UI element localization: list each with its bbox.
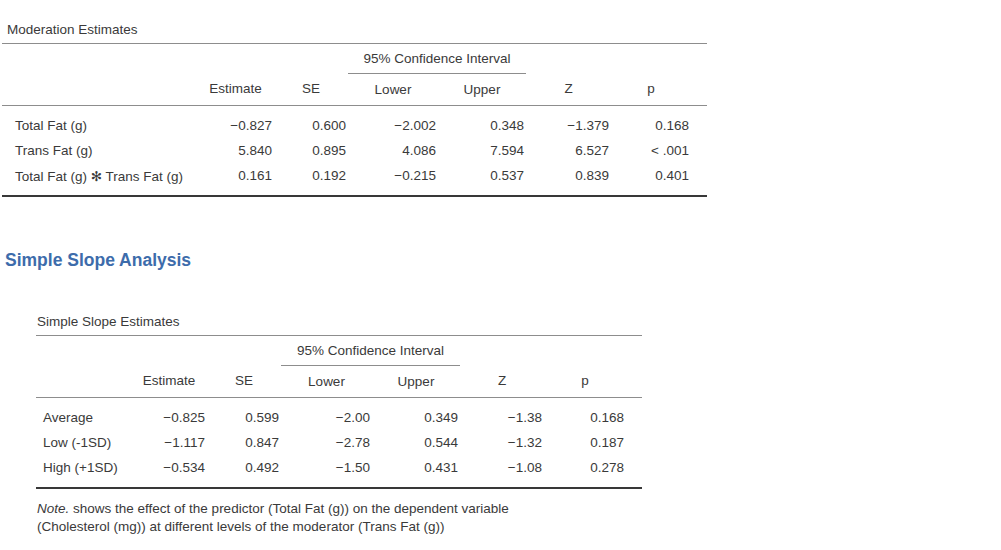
cell-estimate: 0.161 <box>197 163 274 188</box>
cell-estimate: −0.534 <box>131 455 207 480</box>
ci-span-header: 95% Confidence Interval <box>348 44 526 73</box>
cell-z: −1.379 <box>526 113 611 138</box>
cell-upper: 0.544 <box>372 430 460 455</box>
cell-z: −1.32 <box>460 430 544 455</box>
col-header-se: SE <box>207 365 281 397</box>
moderation-estimates-section: Moderation Estimates 95% Confidence Inte… <box>2 22 707 197</box>
note-line2: (Cholesterol (mg)) at different levels o… <box>37 518 626 536</box>
cell-p: 0.401 <box>611 163 691 188</box>
table-row: Low (-1SD) −1.117 0.847 −2.78 0.544 −1.3… <box>36 430 642 455</box>
cell-z: −1.08 <box>460 455 544 480</box>
cell-se: 0.895 <box>274 138 348 163</box>
cell-p: < .001 <box>611 138 691 163</box>
cell-upper: 0.537 <box>438 163 526 188</box>
table-note: Note. shows the effect of the predictor … <box>36 500 626 535</box>
row-label: Total Fat (g) <box>2 113 197 138</box>
cell-upper: 0.349 <box>372 405 460 430</box>
section-heading: Simple Slope Analysis <box>5 249 191 271</box>
cell-estimate: −0.827 <box>197 113 274 138</box>
note-line1: shows the effect of the predictor (Total… <box>69 501 509 516</box>
cell-z: 0.839 <box>526 163 611 188</box>
cell-p: 0.168 <box>544 405 626 430</box>
cell-upper: 7.594 <box>438 138 526 163</box>
cell-p: 0.187 <box>544 430 626 455</box>
table-row: Total Fat (g) −0.827 0.600 −2.002 0.348 … <box>2 113 707 138</box>
col-header-lower: Lower <box>348 73 438 105</box>
cell-se: 0.192 <box>274 163 348 188</box>
table-row: High (+1SD) −0.534 0.492 −1.50 0.431 −1.… <box>36 455 642 480</box>
cell-se: 0.599 <box>207 405 281 430</box>
note-label: Note. <box>37 501 69 516</box>
cell-upper: 0.348 <box>438 113 526 138</box>
table-row: Trans Fat (g) 5.840 0.895 4.086 7.594 6.… <box>2 138 707 163</box>
moderation-estimates-table: 95% Confidence Interval Estimate SE Lowe… <box>2 44 707 197</box>
cell-lower: −2.00 <box>281 405 372 430</box>
col-header-se: SE <box>274 73 348 105</box>
moderation-table-title: Moderation Estimates <box>2 22 707 44</box>
cell-estimate: −1.117 <box>131 430 207 455</box>
cell-z: −1.38 <box>460 405 544 430</box>
cell-se: 0.847 <box>207 430 281 455</box>
cell-p: 0.278 <box>544 455 626 480</box>
col-header-p: p <box>544 365 626 397</box>
col-header-z: Z <box>460 365 544 397</box>
col-header-upper: Upper <box>372 365 460 397</box>
cell-upper: 0.431 <box>372 455 460 480</box>
ci-header-row: 95% Confidence Interval <box>2 44 707 73</box>
ci-span-header: 95% Confidence Interval <box>281 336 460 365</box>
column-header-row: Estimate SE Lower Upper Z p <box>36 365 642 397</box>
simple-slope-section: Simple Slope Estimates 95% Confidence In… <box>36 314 642 535</box>
col-header-estimate: Estimate <box>197 73 274 105</box>
cell-lower: −2.78 <box>281 430 372 455</box>
cell-lower: −0.215 <box>348 163 438 188</box>
simple-slope-table-title: Simple Slope Estimates <box>36 314 642 336</box>
cell-z: 6.527 <box>526 138 611 163</box>
cell-lower: −2.002 <box>348 113 438 138</box>
row-label: Total Fat (g) ✻ Trans Fat (g) <box>2 163 197 188</box>
table-row: Average −0.825 0.599 −2.00 0.349 −1.38 0… <box>36 405 642 430</box>
col-header-estimate: Estimate <box>131 365 207 397</box>
ci-header-row: 95% Confidence Interval <box>36 336 642 365</box>
col-header-p: p <box>611 73 691 105</box>
table-row: Total Fat (g) ✻ Trans Fat (g) 0.161 0.19… <box>2 163 707 188</box>
cell-estimate: 5.840 <box>197 138 274 163</box>
row-label: Average <box>36 405 131 430</box>
simple-slope-estimates-table: 95% Confidence Interval Estimate SE Lowe… <box>36 336 642 489</box>
col-header-upper: Upper <box>438 73 526 105</box>
cell-p: 0.168 <box>611 113 691 138</box>
column-header-row: Estimate SE Lower Upper Z p <box>2 73 707 105</box>
cell-estimate: −0.825 <box>131 405 207 430</box>
cell-se: 0.600 <box>274 113 348 138</box>
row-label: Trans Fat (g) <box>2 138 197 163</box>
row-label: Low (-1SD) <box>36 430 131 455</box>
cell-se: 0.492 <box>207 455 281 480</box>
cell-lower: 4.086 <box>348 138 438 163</box>
col-header-z: Z <box>526 73 611 105</box>
col-header-lower: Lower <box>281 365 372 397</box>
cell-lower: −1.50 <box>281 455 372 480</box>
row-label: High (+1SD) <box>36 455 131 480</box>
